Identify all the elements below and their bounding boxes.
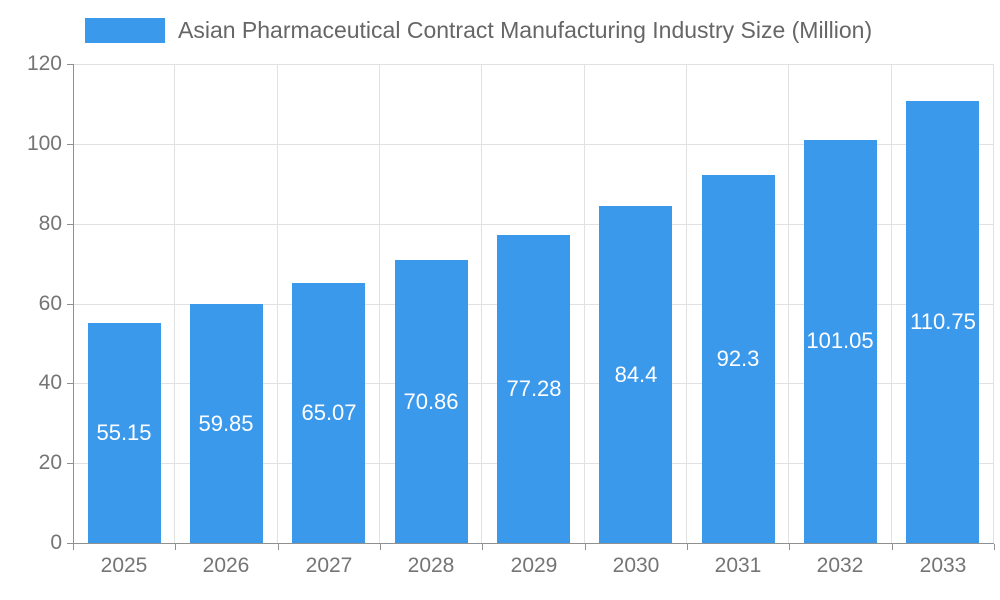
x-gridline	[788, 64, 789, 543]
x-tick-mark	[278, 544, 279, 550]
x-tick-mark	[482, 544, 483, 550]
x-gridline	[174, 64, 175, 543]
x-tick-label-2031: 2031	[714, 554, 762, 577]
x-tick-mark	[892, 544, 893, 550]
x-tick-label-2026: 2026	[202, 554, 250, 577]
x-tick-mark	[585, 544, 586, 550]
legend-swatch[interactable]	[85, 17, 165, 43]
x-tick-label-2032: 2032	[816, 554, 864, 577]
x-tick-mark	[175, 544, 176, 550]
bar-2028[interactable]	[395, 260, 468, 543]
bar-value-label-2029: 77.28	[506, 376, 562, 401]
x-tick-mark	[73, 544, 74, 550]
x-tick-label-2025: 2025	[100, 554, 148, 577]
y-tick-label: 40	[38, 371, 62, 394]
y-tick-mark	[67, 64, 73, 65]
x-gridline	[993, 64, 994, 543]
y-gridline	[73, 224, 994, 225]
bar-2027[interactable]	[292, 283, 365, 543]
x-tick-mark	[380, 544, 381, 550]
y-tick-mark	[67, 224, 73, 225]
bar-2032[interactable]	[804, 140, 877, 543]
y-tick-label: 100	[26, 132, 62, 155]
y-tick-mark	[67, 144, 73, 145]
x-tick-label-2029: 2029	[510, 554, 558, 577]
y-tick-label: 60	[38, 292, 62, 315]
x-tick-mark	[687, 544, 688, 550]
x-tick-label-2027: 2027	[305, 554, 353, 577]
y-tick-mark	[67, 463, 73, 464]
x-tick-label-2028: 2028	[407, 554, 455, 577]
x-gridline	[379, 64, 380, 543]
bar-2025[interactable]	[88, 323, 161, 543]
y-tick-label: 120	[26, 52, 62, 75]
y-gridline	[73, 64, 994, 65]
y-gridline	[73, 144, 994, 145]
y-axis-line	[73, 64, 74, 544]
bar-2030[interactable]	[599, 206, 672, 543]
y-tick-label: 20	[38, 451, 62, 474]
bar-value-label-2025: 55.15	[96, 420, 152, 445]
y-tick-mark	[67, 304, 73, 305]
legend-label: Asian Pharmaceutical Contract Manufactur…	[178, 17, 873, 43]
bar-value-label-2033: 110.75	[910, 309, 976, 334]
x-gridline	[277, 64, 278, 543]
x-tick-label-2033: 2033	[919, 554, 967, 577]
bar-value-label-2030: 84.4	[614, 362, 658, 387]
x-axis-line	[73, 543, 994, 544]
bar-value-label-2031: 92.3	[716, 346, 760, 371]
y-tick-label: 0	[50, 531, 62, 554]
y-tick-mark	[67, 383, 73, 384]
bar-value-label-2027: 65.07	[301, 400, 357, 425]
bar-2031[interactable]	[702, 175, 775, 543]
x-gridline	[891, 64, 892, 543]
bar-2029[interactable]	[497, 235, 570, 543]
x-gridline	[686, 64, 687, 543]
x-gridline	[584, 64, 585, 543]
legend[interactable]: Asian Pharmaceutical Contract Manufactur…	[85, 16, 872, 44]
y-tick-label: 80	[38, 212, 62, 235]
x-gridline	[481, 64, 482, 543]
x-tick-mark	[994, 544, 995, 550]
bar-value-label-2026: 59.85	[198, 411, 254, 436]
x-tick-label-2030: 2030	[612, 554, 660, 577]
x-tick-mark	[789, 544, 790, 550]
bar-value-label-2028: 70.86	[403, 389, 459, 414]
bar-2033[interactable]	[906, 101, 979, 543]
bar-2026[interactable]	[190, 304, 263, 543]
y-tick-mark	[67, 543, 73, 544]
bar-value-label-2032: 101.05	[806, 328, 874, 353]
